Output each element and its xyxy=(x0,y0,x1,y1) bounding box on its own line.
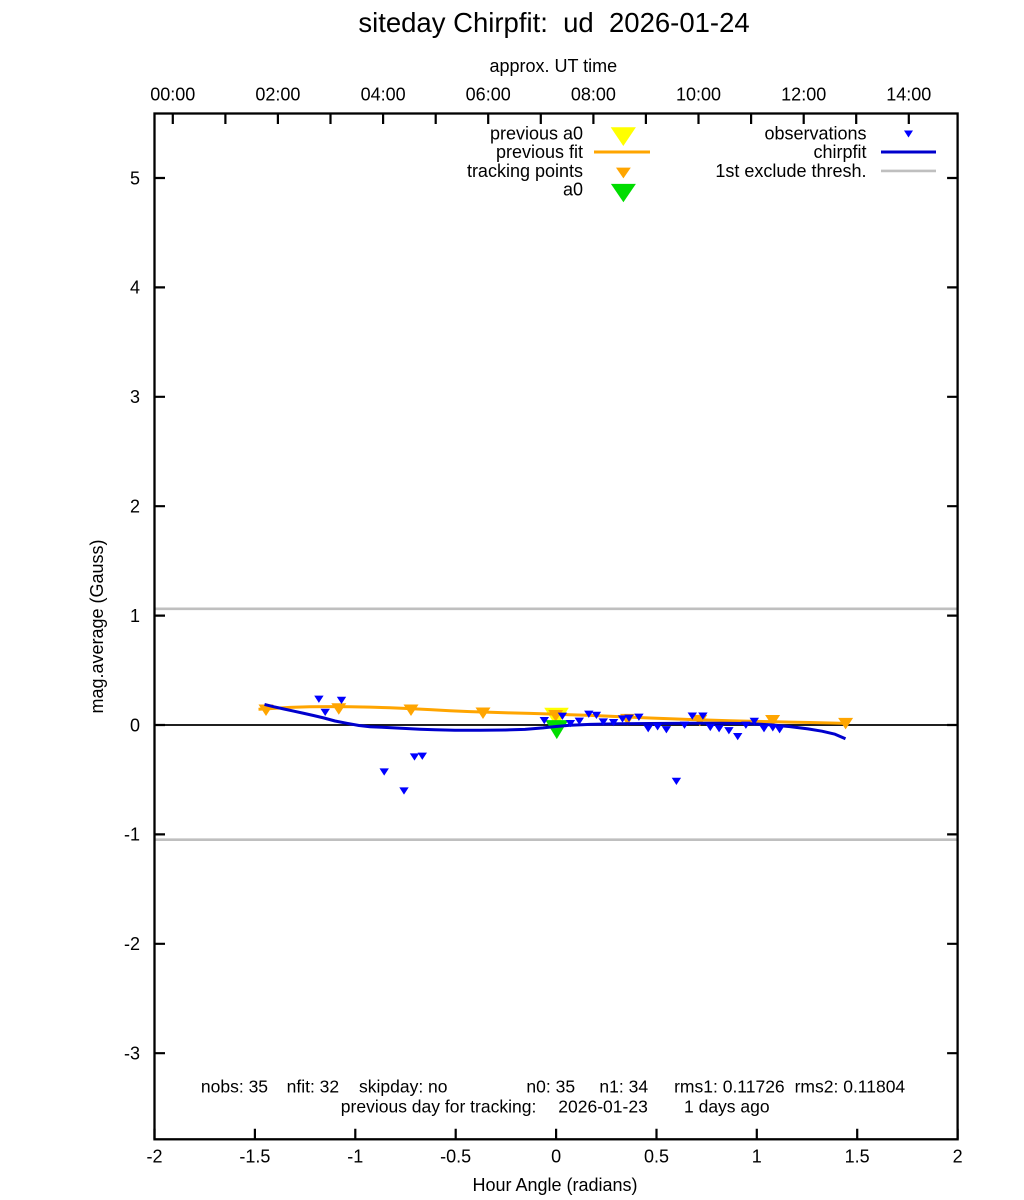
svg-text:2: 2 xyxy=(130,497,140,517)
svg-text:1 days ago: 1 days ago xyxy=(684,1097,770,1117)
svg-text:2026-01-23: 2026-01-23 xyxy=(558,1097,648,1117)
svg-text:5: 5 xyxy=(130,168,140,188)
svg-text:2: 2 xyxy=(953,1147,963,1167)
svg-text:previous day for tracking:: previous day for tracking: xyxy=(341,1097,537,1117)
svg-text:previous a0: previous a0 xyxy=(490,123,583,143)
svg-text:rms1: 0.11726: rms1: 0.11726 xyxy=(674,1077,785,1097)
svg-text:-1: -1 xyxy=(124,825,140,845)
svg-text:0: 0 xyxy=(130,715,140,735)
svg-text:14:00: 14:00 xyxy=(886,85,931,105)
svg-text:-2: -2 xyxy=(146,1147,162,1167)
svg-text:mag.average (Gauss): mag.average (Gauss) xyxy=(87,539,107,713)
svg-text:-0.5: -0.5 xyxy=(440,1147,471,1167)
svg-text:-1: -1 xyxy=(347,1147,363,1167)
svg-text:n0: 35: n0: 35 xyxy=(526,1077,575,1097)
svg-text:previous fit: previous fit xyxy=(496,142,583,162)
svg-text:a0: a0 xyxy=(563,180,583,200)
svg-text:1.5: 1.5 xyxy=(845,1147,870,1167)
svg-text:0: 0 xyxy=(551,1147,561,1167)
svg-text:approx. UT time: approx. UT time xyxy=(489,56,617,76)
svg-text:06:00: 06:00 xyxy=(466,85,511,105)
svg-text:nfit: 32: nfit: 32 xyxy=(287,1077,340,1097)
svg-text:04:00: 04:00 xyxy=(361,85,406,105)
svg-text:0.5: 0.5 xyxy=(644,1147,669,1167)
svg-text:1: 1 xyxy=(130,606,140,626)
svg-text:Hour Angle (radians): Hour Angle (radians) xyxy=(472,1175,637,1195)
svg-text:skipday: no: skipday: no xyxy=(359,1077,448,1097)
svg-text:observations: observations xyxy=(764,123,866,143)
svg-text:10:00: 10:00 xyxy=(676,85,721,105)
svg-text:siteday Chirpfit: ud 2026-01: siteday Chirpfit: ud 2026-01-24 xyxy=(358,7,749,38)
svg-text:-1.5: -1.5 xyxy=(239,1147,270,1167)
svg-text:12:00: 12:00 xyxy=(781,85,826,105)
svg-text:1: 1 xyxy=(752,1147,762,1167)
svg-text:nobs: 35: nobs: 35 xyxy=(201,1077,268,1097)
svg-text:4: 4 xyxy=(130,278,140,298)
svg-text:1st exclude thresh.: 1st exclude thresh. xyxy=(715,161,866,181)
svg-text:3: 3 xyxy=(130,387,140,407)
svg-text:-3: -3 xyxy=(124,1044,140,1064)
svg-text:08:00: 08:00 xyxy=(571,85,616,105)
svg-text:tracking points: tracking points xyxy=(467,161,583,181)
svg-text:n1: 34: n1: 34 xyxy=(599,1077,648,1097)
svg-text:chirpfit: chirpfit xyxy=(813,142,866,162)
svg-text:rms2: 0.11804: rms2: 0.11804 xyxy=(795,1077,906,1097)
svg-text:-2: -2 xyxy=(124,934,140,954)
svg-text:00:00: 00:00 xyxy=(150,85,195,105)
svg-text:02:00: 02:00 xyxy=(255,85,300,105)
